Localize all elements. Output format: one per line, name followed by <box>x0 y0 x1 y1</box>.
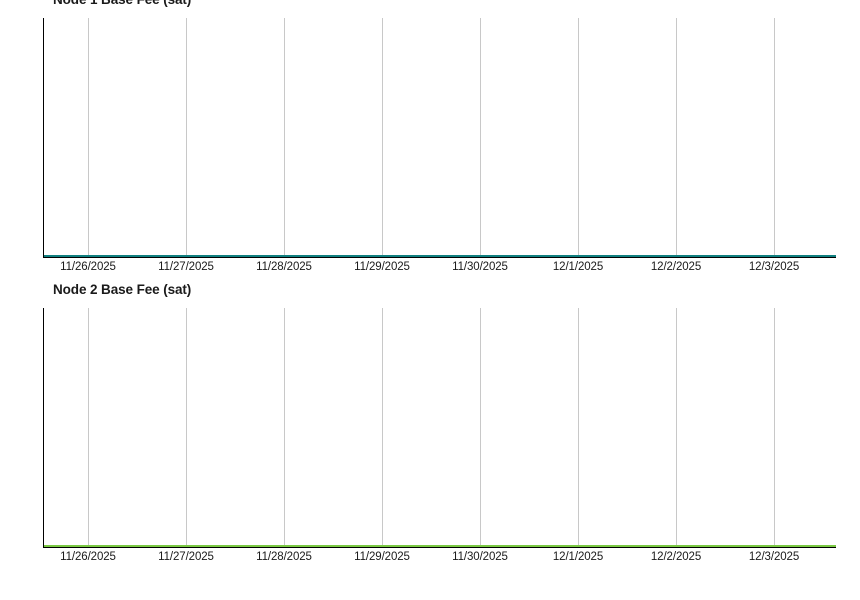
x-tick-label: 11/26/2025 <box>60 261 116 273</box>
gridline <box>284 18 285 257</box>
gridline <box>578 308 579 547</box>
chart-panel-node1: Node 1 Base Fee (sat) 11/26/2025 11/27/20… <box>0 0 860 288</box>
gridline <box>88 18 89 257</box>
series-line-node1 <box>44 255 836 257</box>
gridline <box>676 308 677 547</box>
x-tick-label: 11/27/2025 <box>158 551 214 563</box>
x-tick-label: 12/1/2025 <box>552 551 604 563</box>
chart-panel-node2: Node 2 Base Fee (sat) 11/26/2025 11/27/20… <box>0 278 860 578</box>
x-tick-label: 12/3/2025 <box>748 261 800 273</box>
chart-title-node1: Node 1 Base Fee (sat) <box>53 0 191 7</box>
gridline <box>480 18 481 257</box>
gridline <box>186 18 187 257</box>
chart-title-node2: Node 2 Base Fee (sat) <box>53 282 192 297</box>
x-tick-label: 11/29/2025 <box>354 551 410 563</box>
series-line-node2 <box>44 545 836 547</box>
x-axis-line-node1 <box>43 257 836 259</box>
gridline <box>774 308 775 547</box>
x-tick-label: 12/3/2025 <box>748 551 800 563</box>
x-tick-label: 11/26/2025 <box>60 551 116 563</box>
gridline <box>284 308 285 547</box>
x-tick-label: 12/2/2025 <box>650 551 702 563</box>
x-tick-label: 11/27/2025 <box>158 261 214 273</box>
x-tick-label: 11/30/2025 <box>452 551 508 563</box>
gridline <box>88 308 89 547</box>
x-tick-label: 12/1/2025 <box>552 261 604 273</box>
x-axis-line-node2 <box>43 547 836 549</box>
x-tick-labels-node2: 11/26/2025 11/27/2025 11/28/2025 11/29/2025… <box>0 551 860 569</box>
x-tick-label: 11/28/2025 <box>256 551 312 563</box>
gridline <box>774 18 775 257</box>
y-axis-line-node2 <box>43 308 45 547</box>
x-tick-label: 11/28/2025 <box>256 261 312 273</box>
gridline <box>480 308 481 547</box>
gridline <box>578 18 579 257</box>
gridline <box>676 18 677 257</box>
x-tick-labels-node1: 11/26/2025 11/27/2025 11/28/2025 11/29/2025… <box>0 261 860 279</box>
x-tick-label: 11/30/2025 <box>452 261 508 273</box>
plot-area-node1 <box>43 18 836 257</box>
gridline <box>382 308 383 547</box>
x-tick-label: 12/2/2025 <box>650 261 702 273</box>
gridline <box>382 18 383 257</box>
gridline <box>186 308 187 547</box>
x-tick-label: 11/29/2025 <box>354 261 410 273</box>
y-axis-line-node1 <box>43 18 45 257</box>
plot-area-node2 <box>43 308 836 547</box>
